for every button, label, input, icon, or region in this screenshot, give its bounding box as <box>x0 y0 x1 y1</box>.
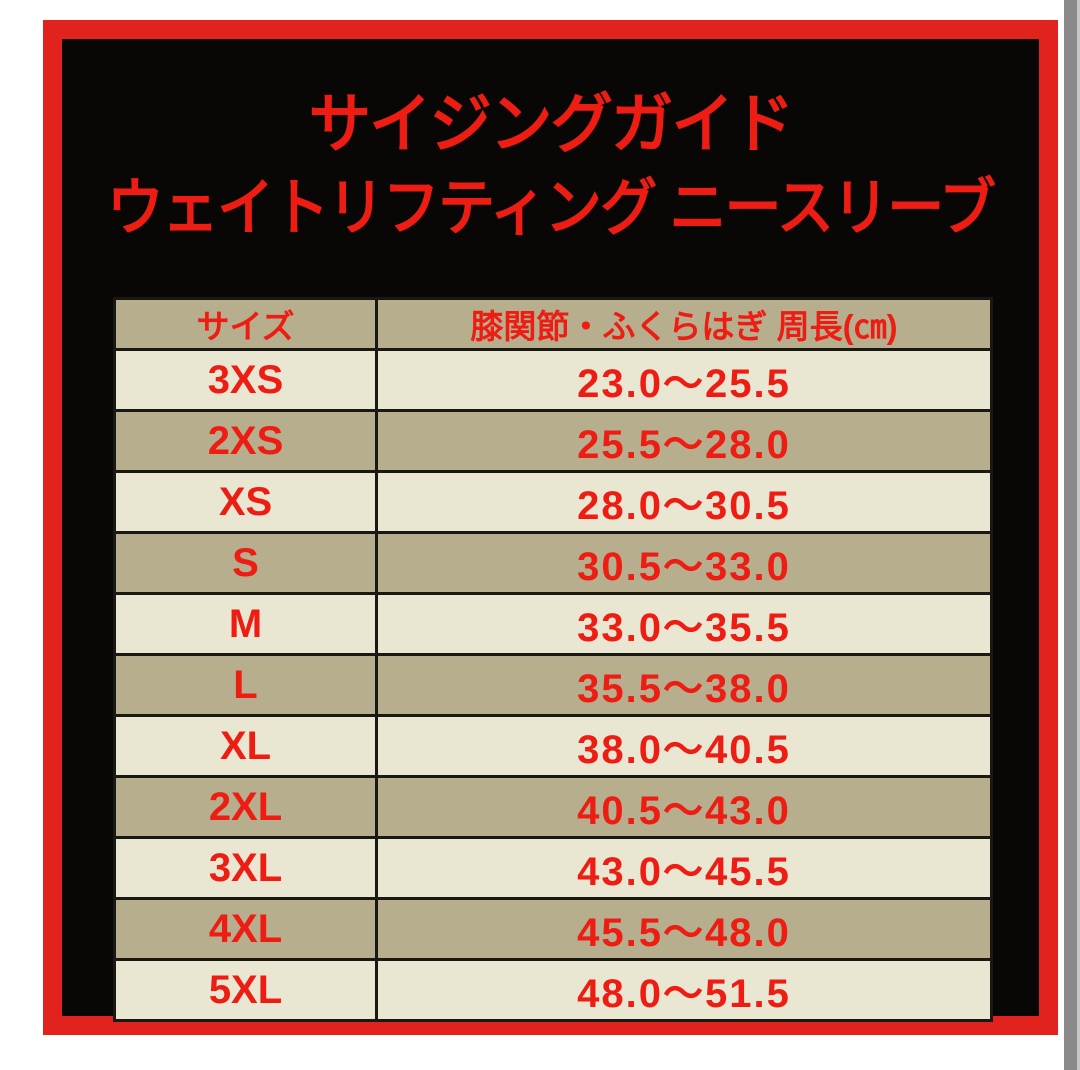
range-cell: 30.5～33.0 <box>375 531 993 595</box>
range-cell: 48.0～51.5 <box>375 958 993 1022</box>
size-cell: M <box>113 592 378 656</box>
title-line-1: サイジングガイド <box>308 87 795 160</box>
range-cell: 45.5～48.0 <box>375 897 993 961</box>
range-cell: 25.5～28.0 <box>375 409 993 473</box>
sizing-table-body: 3XS 23.0～25.5 2XS 25.5～28.0 XS 28.0～30.5 S 30.5… <box>113 348 993 1022</box>
size-cell: 5XL <box>113 958 378 1022</box>
size-cell: XL <box>113 714 378 778</box>
table-row: 3XS 23.0～25.5 <box>113 348 993 412</box>
range-cell: 35.5～38.0 <box>375 653 993 717</box>
title-line-2: ウェイトリフティング ニースリーブ <box>106 174 996 243</box>
size-cell: 2XS <box>113 409 378 473</box>
range-cell: 40.5～43.0 <box>375 775 993 839</box>
table-row: 2XS 25.5～28.0 <box>113 409 993 473</box>
table-row: S 30.5～33.0 <box>113 531 993 595</box>
size-cell: S <box>113 531 378 595</box>
range-cell: 43.0～45.5 <box>375 836 993 900</box>
column-header-circumference: 膝関節・ふくらはぎ 周長(㎝) <box>375 297 993 351</box>
sizing-table: サイズ 膝関節・ふくらはぎ 周長(㎝) 3XS 23.0～25.5 2XS 25.5～… <box>113 297 993 1022</box>
table-row: 2XL 40.5～43.0 <box>113 775 993 839</box>
table-row: XL 38.0～40.5 <box>113 714 993 778</box>
table-row: 5XL 48.0～51.5 <box>113 958 993 1022</box>
red-frame-panel: サイジングガイド ウェイトリフティング ニースリーブ サイズ 膝関節・ふくらはぎ… <box>43 20 1058 1035</box>
range-cell: 33.0～35.5 <box>375 592 993 656</box>
range-cell: 23.0～25.5 <box>375 348 993 412</box>
size-cell: 2XL <box>113 775 378 839</box>
table-row: 3XL 43.0～45.5 <box>113 836 993 900</box>
size-cell: 4XL <box>113 897 378 961</box>
size-cell: XS <box>113 470 378 534</box>
column-header-size: サイズ <box>113 297 378 351</box>
size-cell: 3XS <box>113 348 378 412</box>
range-cell: 38.0～40.5 <box>375 714 993 778</box>
table-row: M 33.0～35.5 <box>113 592 993 656</box>
photo-edge-strip <box>1064 0 1080 1070</box>
size-cell: L <box>113 653 378 717</box>
table-row: 4XL 45.5～48.0 <box>113 897 993 961</box>
table-row: L 35.5～38.0 <box>113 653 993 717</box>
table-row: XS 28.0～30.5 <box>113 470 993 534</box>
sizing-table-header: サイズ 膝関節・ふくらはぎ 周長(㎝) <box>113 297 993 351</box>
page-title: サイジングガイド ウェイトリフティング ニースリーブ <box>62 81 1039 251</box>
header-row: サイズ 膝関節・ふくらはぎ 周長(㎝) <box>113 297 993 351</box>
range-cell: 28.0～30.5 <box>375 470 993 534</box>
size-cell: 3XL <box>113 836 378 900</box>
